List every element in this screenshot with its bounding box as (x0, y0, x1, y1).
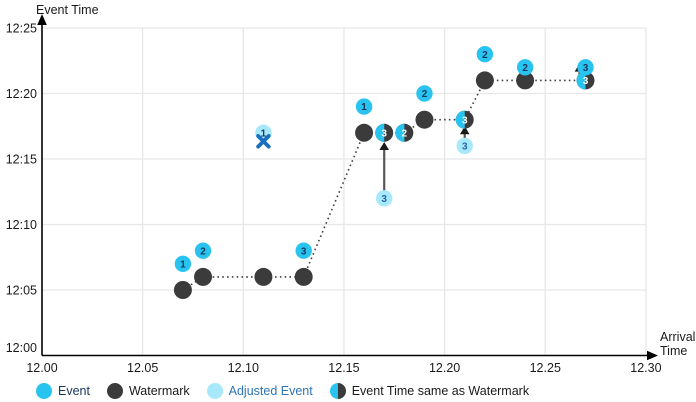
x-axis-title: Arrival Time (660, 330, 695, 358)
legend-label: Adjusted Event (228, 384, 313, 398)
half-swatch-icon (329, 383, 346, 399)
legend-item-watermark: Watermark (106, 383, 190, 399)
x-tick-label: 12.15 (328, 361, 359, 375)
adjusted-event-marker (376, 190, 393, 207)
watermark-marker (516, 71, 535, 90)
dropped-event-number: 1 (261, 128, 267, 139)
event-marker (295, 242, 312, 259)
x-tick-label: 12.25 (530, 361, 561, 375)
legend-item-adjusted: Adjusted Event (206, 383, 313, 399)
y-tick-label: 12:25 (6, 21, 37, 35)
y-tick-label: 12:10 (6, 218, 37, 232)
event-marker (516, 59, 534, 76)
x-tick-label: 12.10 (228, 361, 259, 375)
event-marker (416, 85, 433, 102)
same-as-watermark-number: 3 (462, 115, 468, 126)
y-tick-label: 12:05 (6, 283, 37, 297)
watermark-marker (294, 267, 313, 286)
adjustment-arrow-head-icon (459, 126, 470, 135)
watermark-marker (355, 123, 374, 142)
x-tick-label: 12.30 (630, 361, 661, 375)
legend-item-half: Event Time same as Watermark (329, 383, 530, 399)
same-as-watermark-half-icon (395, 123, 405, 142)
y-tick-label: 12:20 (6, 87, 37, 101)
y-axis-arrow-icon (37, 14, 47, 25)
event-marker (476, 46, 494, 63)
watermark-marker (173, 281, 192, 299)
event-number: 1 (361, 102, 367, 113)
y-tick-label: 12:00 (6, 341, 37, 355)
event-number: 2 (482, 50, 488, 61)
watermark-marker (254, 267, 273, 286)
same-as-watermark-number: 3 (381, 128, 387, 139)
event-number: 2 (522, 63, 528, 74)
legend-label: Watermark (128, 384, 190, 398)
event-marker (194, 242, 212, 259)
event-swatch-icon (36, 383, 52, 399)
legend-item-event: Event (36, 383, 90, 399)
y-tick-label: 12:15 (6, 152, 37, 166)
legend-label: Event Time same as Watermark (351, 384, 530, 398)
drop-x-icon (256, 134, 271, 149)
watermark-marker (415, 110, 434, 129)
legend: Event Watermark Adjusted Event Event Time s… (36, 383, 529, 399)
event-marker (355, 98, 373, 115)
x-axis-title-line1: Arrival (660, 330, 696, 344)
event-marker (577, 59, 594, 76)
event-number: 2 (422, 89, 428, 100)
adjusted-event-number: 3 (381, 194, 387, 205)
same-as-watermark-number: 2 (402, 128, 408, 139)
adjustment-arrow-head-icon (379, 141, 390, 150)
x-axis-arrow-icon (647, 350, 658, 361)
y-axis-title: Event Time (36, 3, 99, 17)
x-tick-label: 12.00 (26, 361, 57, 375)
watermark-marker (475, 71, 494, 90)
same-as-watermark-half-icon (455, 110, 465, 129)
watermark-swatch-icon (106, 383, 123, 399)
event-number: 3 (301, 246, 307, 257)
same-as-watermark-half-icon (576, 71, 586, 90)
same-as-watermark-half-icon (375, 123, 385, 142)
adjusted-event-number: 3 (462, 142, 468, 153)
x-axis-title-line2: Time (660, 344, 688, 358)
adjusted-event-marker (456, 137, 473, 155)
legend-label: Event (58, 384, 90, 398)
x-tick-label: 12.05 (127, 361, 158, 375)
watermark-marker (194, 267, 213, 286)
event-marker (174, 255, 192, 272)
event-number: 2 (200, 246, 206, 257)
adjusted-swatch-icon (206, 383, 223, 399)
same-as-watermark-number: 3 (583, 76, 589, 87)
x-tick-label: 12.20 (429, 361, 460, 375)
event-number: 1 (180, 259, 186, 270)
event-number: 3 (583, 63, 589, 74)
